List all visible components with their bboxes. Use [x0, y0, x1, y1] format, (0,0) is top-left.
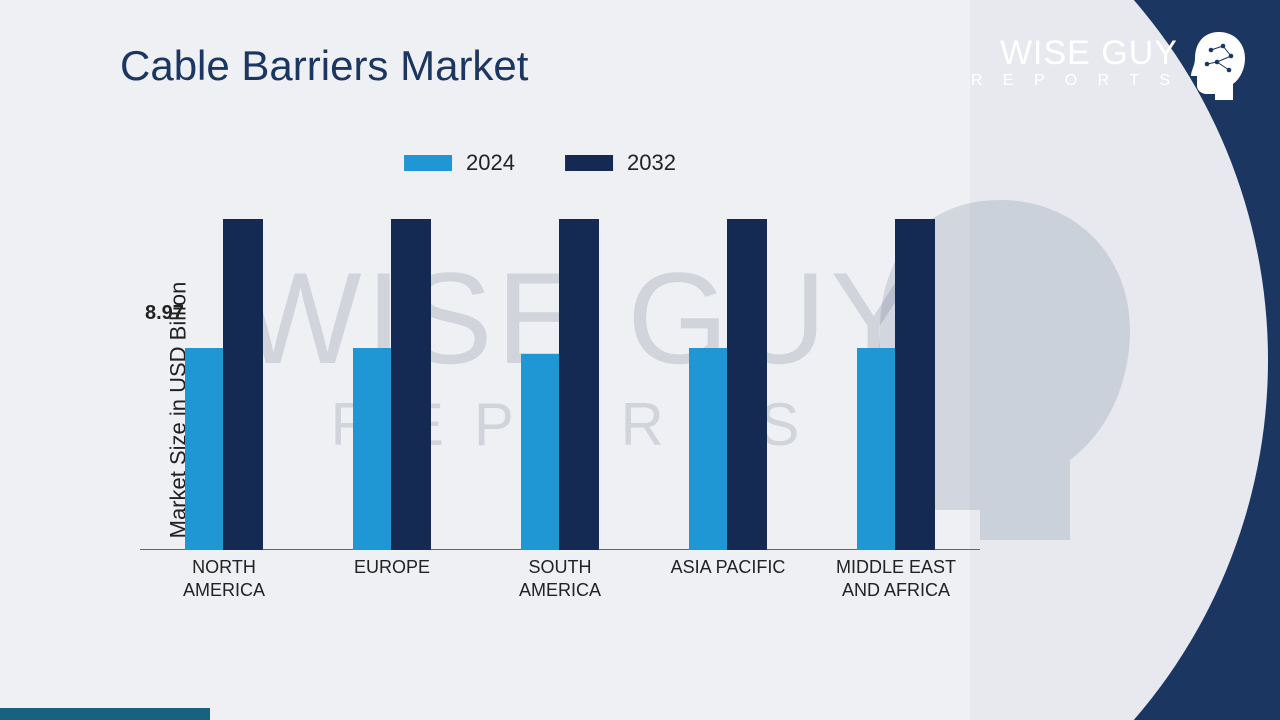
bar-2024 — [689, 348, 729, 551]
chart-title: Cable Barriers Market — [120, 42, 528, 90]
right-panel — [970, 0, 1280, 720]
bar-2032 — [559, 219, 599, 550]
bar-2024 — [857, 348, 897, 551]
bar-group — [505, 190, 615, 550]
bar-group — [841, 190, 951, 550]
footer-accent-bar — [0, 708, 210, 720]
brand-head-icon — [1188, 28, 1250, 100]
category-label: SOUTH AMERICA — [495, 552, 625, 670]
legend-item-2024: 2024 — [404, 150, 515, 176]
bar-2032 — [727, 219, 767, 550]
legend-swatch-2024 — [404, 155, 452, 171]
bar-2032 — [223, 219, 263, 550]
category-label: ASIA PACIFIC — [663, 552, 793, 670]
legend-label-2024: 2024 — [466, 150, 515, 176]
plot-area: 8.97 — [140, 190, 980, 550]
bar-2024 — [185, 348, 225, 550]
legend: 2024 2032 — [404, 150, 676, 176]
bar-chart: Market Size in USD Billion 2024 2032 8.9… — [100, 150, 980, 670]
value-label: 8.97 — [145, 302, 184, 325]
bar-group — [673, 190, 783, 550]
legend-swatch-2032 — [565, 155, 613, 171]
brand-text: WISE GUY R E P O R T S — [971, 36, 1178, 92]
brand-logo: WISE GUY R E P O R T S — [971, 28, 1250, 100]
category-label: NORTH AMERICA — [159, 552, 289, 670]
bar-group: 8.97 — [169, 190, 279, 550]
bar-groups: 8.97 — [140, 190, 980, 550]
page-root: WISE GUY R E P O R T S Cable Barriers Ma… — [0, 0, 1280, 720]
category-label: MIDDLE EAST AND AFRICA — [831, 552, 961, 670]
category-labels: NORTH AMERICA EUROPE SOUTH AMERICA ASIA PAC… — [140, 552, 980, 670]
category-label: EUROPE — [327, 552, 457, 670]
legend-label-2032: 2032 — [627, 150, 676, 176]
bar-group — [337, 190, 447, 550]
bar-2032 — [391, 219, 431, 550]
legend-item-2032: 2032 — [565, 150, 676, 176]
bar-2024 — [353, 348, 393, 551]
brand-line2: R E P O R T S — [971, 70, 1178, 92]
bar-2024 — [521, 354, 561, 550]
brand-line1: WISE GUY — [971, 36, 1178, 70]
bar-2032 — [895, 219, 935, 550]
